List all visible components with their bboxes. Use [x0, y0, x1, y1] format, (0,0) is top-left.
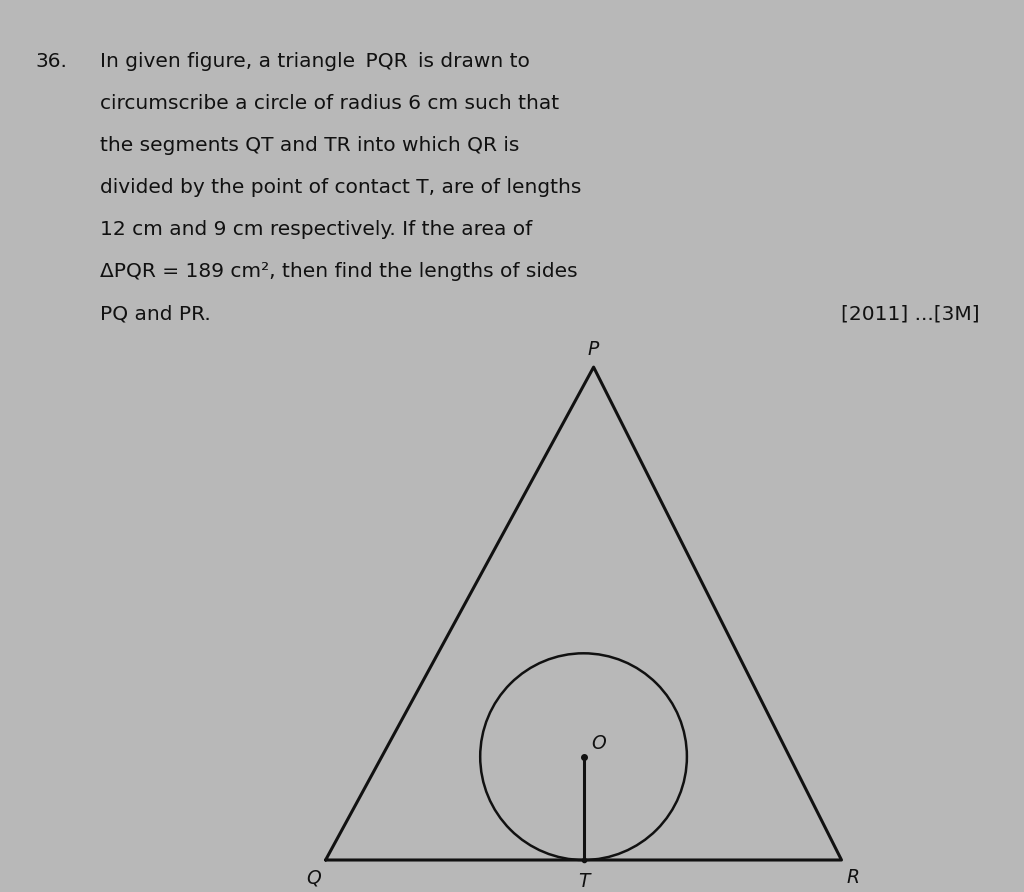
Text: T: T — [578, 872, 589, 891]
Text: the segments QT and TR into which QR is: the segments QT and TR into which QR is — [100, 136, 519, 155]
Text: circumscribe a circle of radius 6 cm such that: circumscribe a circle of radius 6 cm suc… — [100, 94, 559, 113]
Text: ΔPQR = 189 cm², then find the lengths of sides: ΔPQR = 189 cm², then find the lengths of… — [100, 262, 578, 281]
Text: 36.: 36. — [35, 52, 67, 71]
Text: PQ and PR.: PQ and PR. — [100, 304, 211, 323]
Text: 12 cm and 9 cm respectively. If the area of: 12 cm and 9 cm respectively. If the area… — [100, 220, 532, 239]
Text: [2011] ...[3M]: [2011] ...[3M] — [842, 304, 980, 323]
Text: R: R — [847, 868, 859, 887]
Text: P: P — [588, 340, 599, 359]
Text: O: O — [592, 733, 606, 753]
Text: divided by the point of contact T, are of lengths: divided by the point of contact T, are o… — [100, 178, 582, 197]
Text: Q: Q — [306, 868, 321, 887]
Text: In given figure, a triangle  PQR  is drawn to: In given figure, a triangle PQR is drawn… — [100, 52, 529, 71]
